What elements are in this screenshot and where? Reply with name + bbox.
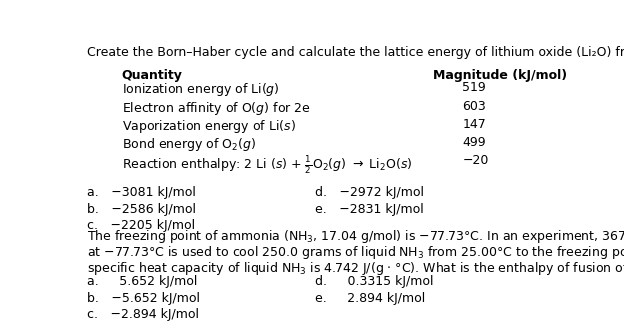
Text: Ionization energy of Li($g$): Ionization energy of Li($g$) (122, 81, 279, 98)
Text: d. −2972 kJ/mol: d. −2972 kJ/mol (315, 187, 424, 199)
Text: 519: 519 (462, 81, 486, 94)
Text: 603: 603 (462, 99, 486, 113)
Text: b. −2586 kJ/mol: b. −2586 kJ/mol (87, 203, 196, 216)
Text: Bond energy of O$_2$($g$): Bond energy of O$_2$($g$) (122, 136, 256, 153)
Text: Vaporization energy of Li($s$): Vaporization energy of Li($s$) (122, 118, 296, 135)
Text: −20: −20 (462, 154, 489, 167)
Text: specific heat capacity of liquid NH$_3$ is 4.742 J/(g $\cdot$ $°$C). What is the: specific heat capacity of liquid NH$_3$ … (87, 260, 624, 277)
Text: Quantity: Quantity (122, 69, 182, 82)
Text: c. −2.894 kJ/mol: c. −2.894 kJ/mol (87, 308, 198, 321)
Text: at $-$77.73$°$C is used to cool 250.0 grams of liquid NH$_3$ from 25.00$°$C to t: at $-$77.73$°$C is used to cool 250.0 gr… (87, 244, 624, 261)
Text: a. −3081 kJ/mol: a. −3081 kJ/mol (87, 187, 195, 199)
Text: e. −2831 kJ/mol: e. −2831 kJ/mol (315, 203, 424, 216)
Text: a.   5.652 kJ/mol: a. 5.652 kJ/mol (87, 275, 197, 288)
Text: Create the Born–Haber cycle and calculate the lattice energy of lithium oxide (L: Create the Born–Haber cycle and calculat… (87, 46, 624, 59)
Text: b. −5.652 kJ/mol: b. −5.652 kJ/mol (87, 291, 200, 305)
Text: The freezing point of ammonia (NH$_3$, 17.04 g/mol) is $-$77.73$°$C. In an exper: The freezing point of ammonia (NH$_3$, 1… (87, 228, 624, 245)
Text: e.   2.894 kJ/mol: e. 2.894 kJ/mol (315, 291, 425, 305)
Text: d.   0.3315 kJ/mol: d. 0.3315 kJ/mol (315, 275, 434, 288)
Text: Electron affinity of O($g$) for 2e: Electron affinity of O($g$) for 2e (122, 99, 310, 116)
Text: 147: 147 (462, 118, 486, 131)
Text: 499: 499 (462, 136, 486, 149)
Text: Reaction enthalpy: 2 Li ($s$) + $\mathregular{\frac{1}{2}}$O$_2$($g$) $\rightarr: Reaction enthalpy: 2 Li ($s$) + $\mathre… (122, 154, 412, 176)
Text: Magnitude (kJ/mol): Magnitude (kJ/mol) (434, 69, 568, 82)
Text: c. −2205 kJ/mol: c. −2205 kJ/mol (87, 219, 195, 232)
